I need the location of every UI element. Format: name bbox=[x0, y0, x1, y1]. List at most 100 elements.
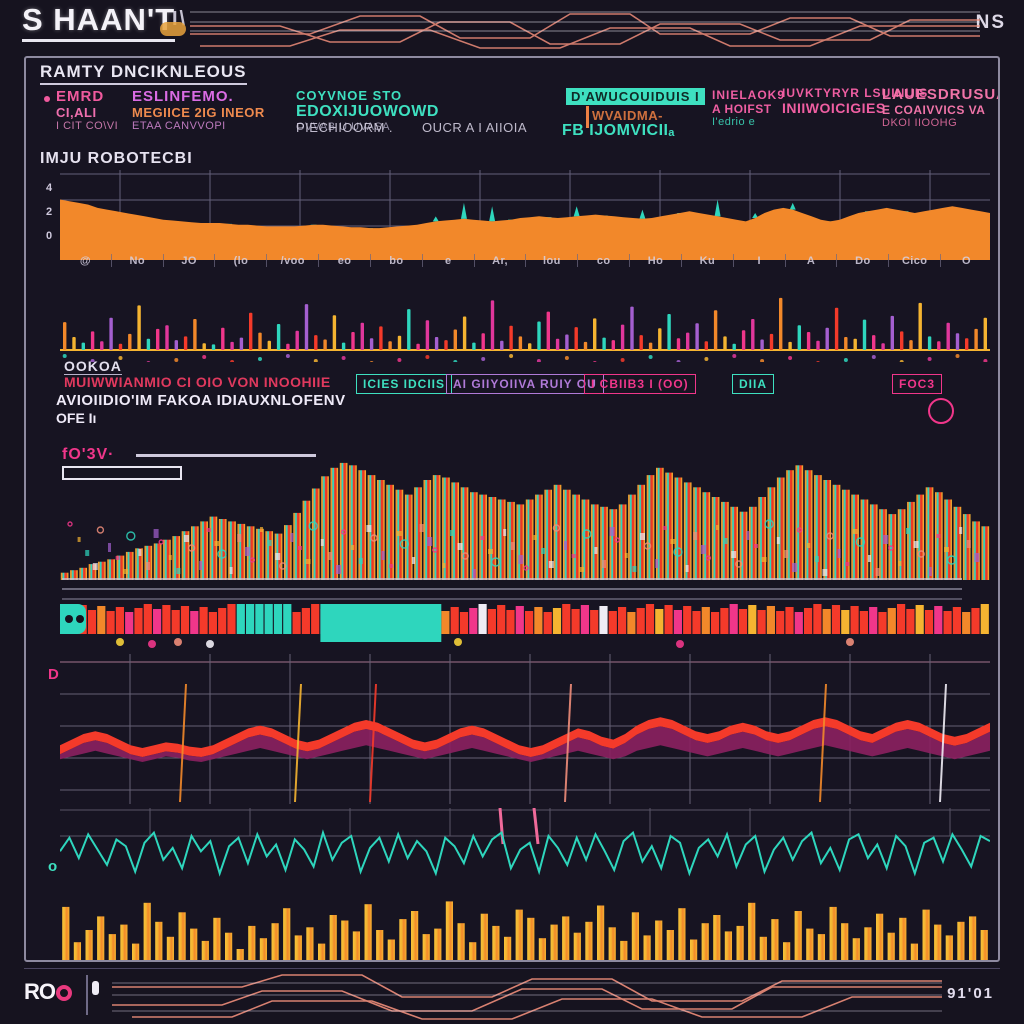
header-label: RAMTY DNCIKNLEOUS bbox=[40, 62, 247, 85]
x-axis-separator bbox=[214, 254, 216, 267]
x-axis-tick: JO bbox=[181, 254, 197, 267]
stat-value: OUCR A I AIIOIA bbox=[422, 120, 528, 135]
x-axis-separator bbox=[266, 254, 268, 267]
amber-bars-svg bbox=[62, 901, 988, 960]
x-axis-separator bbox=[162, 254, 164, 267]
red-band-chart[interactable] bbox=[60, 654, 990, 804]
stat-sub: I'edrio e bbox=[712, 116, 756, 128]
heat-strip-chart[interactable] bbox=[60, 604, 990, 648]
stat-value: INIIWOICIGIES bbox=[782, 100, 886, 116]
pill-3[interactable]: DIIA bbox=[732, 374, 774, 394]
pill-circle-marker[interactable] bbox=[928, 398, 954, 424]
thin-bars-svg bbox=[60, 297, 990, 362]
dashboard-header: RAMTY DNCIKNLEOUS EMRD CI,ALI I CIT CO\V… bbox=[26, 58, 998, 146]
x-axis-tick: eo bbox=[337, 254, 352, 267]
red-band-lower bbox=[60, 726, 990, 762]
cyan-wave-series bbox=[60, 829, 990, 877]
title-accent-badge bbox=[160, 22, 186, 36]
stat-key: COYVNOE STO bbox=[296, 88, 403, 103]
section3-title: fO'3V· bbox=[62, 446, 115, 463]
band-spike-marks bbox=[179, 683, 947, 803]
grid-lines bbox=[60, 808, 990, 837]
x-axis-separator bbox=[473, 254, 475, 267]
section2-line3: AVIOIIDIO'IM FAKOA IDIAUXNLOFENV bbox=[56, 392, 346, 409]
pill-1[interactable]: AI GIIYOIIVA RUIY OU bbox=[446, 374, 604, 394]
stat-block-1[interactable]: ESLINFEMO. MEGIICE 2IG INEOR ETAA CANVVO… bbox=[132, 88, 265, 132]
hist-legend-bar-b bbox=[62, 466, 182, 480]
section2-title: OOKOA bbox=[64, 358, 122, 375]
stat-sub: I CIT CO\VI bbox=[56, 120, 119, 132]
x-axis-separator bbox=[369, 254, 371, 267]
stat-block-3b[interactable]: OUCR A I AIIOIA bbox=[422, 120, 527, 135]
main-dashboard-panel: RAMTY DNCIKNLEOUS EMRD CI,ALI I CIT CO\V… bbox=[24, 56, 1000, 962]
brand-logo-text: RO bbox=[24, 979, 56, 1004]
heatstrip-rule-a bbox=[62, 578, 962, 580]
footer-divider bbox=[86, 975, 88, 1015]
x-axis-separator bbox=[836, 254, 838, 267]
stat-sub: OVVAB U UVASA bbox=[296, 121, 391, 133]
stat-block-5[interactable]: IUVKTYRYR LSUINUIS INIIWOICIGIES bbox=[782, 86, 928, 116]
stat-value: EDOXIJUOWOWD bbox=[296, 103, 439, 120]
x-axis-separator bbox=[680, 254, 682, 267]
y-axis-tick-0: 4 bbox=[46, 182, 53, 194]
x-axis-tick: Ar, bbox=[492, 254, 508, 267]
footer-bar: RO 91'01 bbox=[24, 968, 1000, 1022]
x-axis-tick: co bbox=[596, 254, 611, 267]
x-axis-tick: No bbox=[129, 254, 145, 267]
pill-0[interactable]: ICIES IDCIIS bbox=[356, 374, 453, 394]
x-axis-separator bbox=[629, 254, 631, 267]
teal-status-chip[interactable]: D'AWUCOUIDUIS I bbox=[566, 88, 705, 106]
section1-x-axis[interactable]: @ No JO (lo/voo eo bo e Ar, lou co Ho Ku I A Do Cico O bbox=[62, 254, 990, 267]
stat-block-2[interactable]: COYVNOE STO EDOXIJUOWOWD OVVAB U UVASA bbox=[296, 88, 439, 133]
stat-key: LAUESDRUSUANS bbox=[882, 86, 998, 103]
heat-strip-svg bbox=[60, 604, 989, 648]
hist-annotation-row bbox=[60, 518, 990, 578]
x-axis-tick: /voo bbox=[280, 254, 305, 267]
x-axis-tick: Ku bbox=[699, 254, 716, 267]
area-spikes-svg bbox=[60, 170, 990, 260]
thin-bar-series bbox=[63, 297, 987, 350]
x-axis-tick: A bbox=[806, 254, 816, 267]
app-title: S HAAN'T bbox=[22, 2, 176, 42]
footer-decorative-lines bbox=[112, 974, 942, 1020]
section2-subtitle: MUIWWIANMIO CI OIO VON INOOHIIE bbox=[64, 374, 331, 390]
thin-bars-chart[interactable] bbox=[60, 280, 990, 362]
section5-label: o bbox=[48, 858, 58, 875]
stat-key: IUVKTYRYR LSUINUIS bbox=[782, 86, 929, 100]
brand-logo[interactable]: RO bbox=[24, 979, 76, 1009]
hist-annotation-svg bbox=[67, 519, 980, 578]
stat-block-0[interactable]: EMRD CI,ALI I CIT CO\VI bbox=[56, 88, 118, 132]
pill-4[interactable]: FOC3 bbox=[892, 374, 943, 394]
stat-sub: ETAA CANVVOPI bbox=[132, 120, 226, 132]
stat-key: ESLINFEMO. bbox=[132, 88, 234, 105]
stat-block-4[interactable]: INIELAOK9 A HOIFST I'edrio e bbox=[712, 88, 785, 128]
y-axis-tick-1: 2 bbox=[46, 206, 53, 218]
footer-right-label: 91'01 bbox=[947, 985, 994, 1002]
x-axis-separator bbox=[421, 254, 423, 267]
heatstrip-rule-b bbox=[62, 588, 962, 590]
stat-value: MEGIICE 2IG INEOR bbox=[132, 105, 265, 120]
stat-key: PIECHIOORM . bbox=[296, 120, 394, 135]
heatstrip-rule-c bbox=[62, 598, 962, 600]
cyan-waveform-chart[interactable] bbox=[60, 808, 990, 898]
section4-label: D bbox=[48, 666, 59, 683]
stat-value: A HOIFST bbox=[712, 102, 772, 116]
orange-sub-label: WVAIDMA- bbox=[592, 108, 663, 123]
x-axis-separator bbox=[784, 254, 786, 267]
x-axis-tick: (lo bbox=[233, 254, 249, 267]
stat-block-3[interactable]: PIECHIOORM . bbox=[296, 120, 393, 135]
x-axis-tick: @ bbox=[79, 254, 91, 267]
hist-legend-bar-a bbox=[136, 454, 316, 457]
pill-2[interactable]: I CBIIB3 I (OO) bbox=[584, 374, 696, 394]
amber-bars-chart[interactable] bbox=[60, 892, 990, 960]
stat-block-6[interactable]: LAUESDRUSUANS E COAIVVICS VA DKOI IIOOHG bbox=[882, 86, 998, 129]
amber-bar-series bbox=[62, 901, 988, 960]
stat-sub: DKOI IIOOHG bbox=[882, 117, 958, 129]
x-axis-tick: I bbox=[757, 254, 761, 267]
pink-marker-2 bbox=[532, 808, 540, 845]
x-axis-separator bbox=[318, 254, 320, 267]
stat-value: E COAIVVICS VA bbox=[882, 103, 986, 117]
section1-title: IMJU ROBOTECBI bbox=[40, 150, 193, 167]
footer-tick bbox=[92, 981, 99, 995]
area-spikes-chart[interactable] bbox=[60, 170, 990, 260]
